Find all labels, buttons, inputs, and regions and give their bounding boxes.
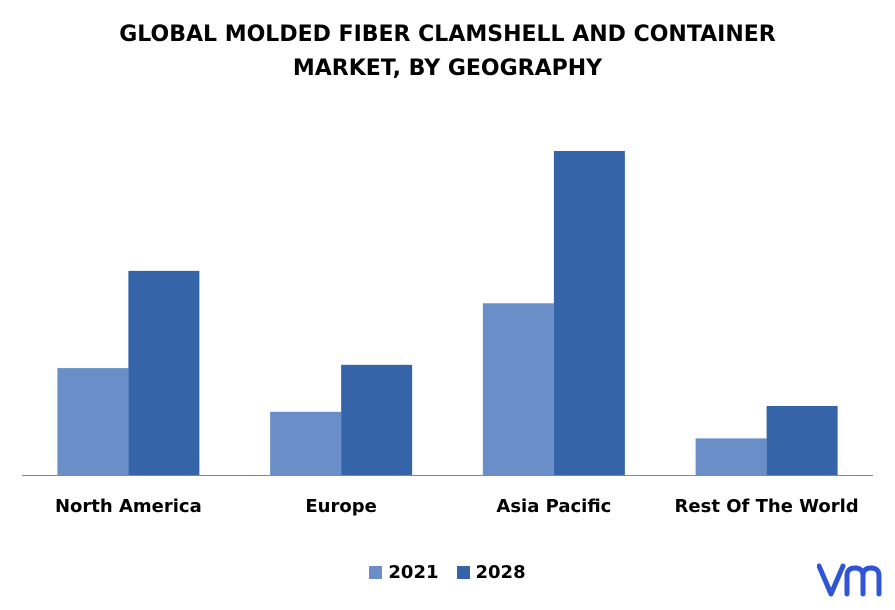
vmr-logo-icon [817,563,882,597]
legend-label-2021: 2021 [388,562,439,583]
x-tick-label-europe: Europe [305,496,376,517]
x-tick-label-asia-pacific: Asia Pacific [496,496,611,517]
bar-rest-of-the-world-2028 [766,405,838,475]
legend-label-2028: 2028 [475,562,526,583]
x-tick-label-north-america: North America [55,496,202,517]
chart-title-line-1: GLOBAL MOLDED FIBER CLAMSHELL AND CONTAI… [119,22,776,47]
bar-north-america-2021 [57,368,129,475]
legend-item-2028: 2028 [456,562,526,583]
legend-swatch-2021 [369,566,383,579]
chart-title: GLOBAL MOLDED FIBER CLAMSHELL AND CONTAI… [0,18,895,86]
legend: 2021 2028 [0,562,895,583]
legend-item-2021: 2021 [369,562,439,583]
bar-rest-of-the-world-2021 [695,438,767,475]
legend-swatch-2028 [456,566,470,579]
bar-asia-pacific-2028 [553,151,625,475]
x-tick-label-rest-of-the-world: Rest Of The World [675,496,859,517]
bar-europe-2028 [341,364,413,475]
chart-title-line-2: MARKET, BY GEOGRAPHY [292,56,603,81]
bar-europe-2021 [270,411,342,475]
bar-asia-pacific-2021 [482,303,554,475]
bar-north-america-2028 [128,270,200,475]
